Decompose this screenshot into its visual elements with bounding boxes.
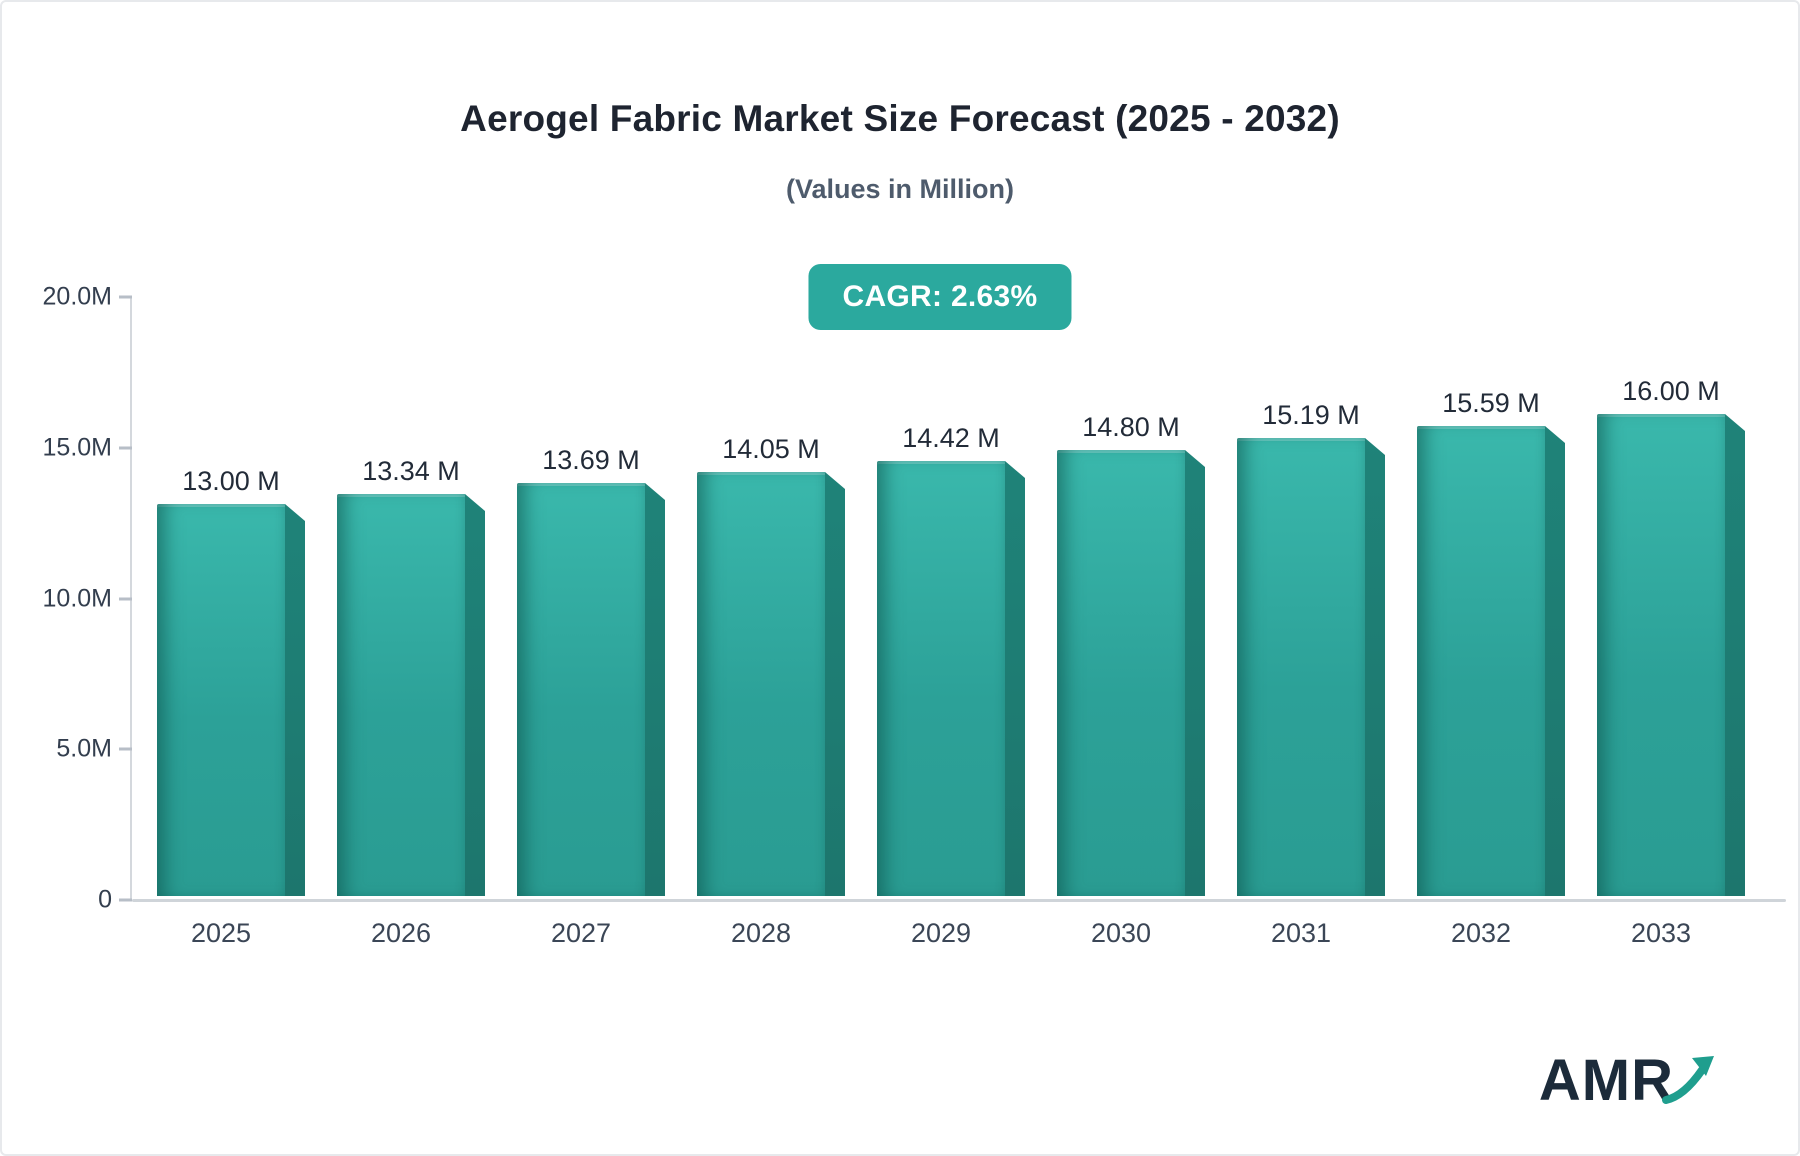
y-tick-label: 5.0M	[56, 734, 112, 763]
x-tick-label: 2032	[1450, 918, 1512, 948]
x-tick-label: 2030	[1090, 918, 1152, 948]
x-tick-label: 2033	[1630, 918, 1692, 948]
cagr-badge: CAGR: 2.63%	[808, 264, 1072, 330]
x-axis-line	[132, 899, 1786, 902]
y-tick-dash	[119, 898, 132, 902]
bar-value-label: 13.00 M	[182, 466, 280, 496]
page-title: Aerogel Fabric Market Size Forecast (202…	[460, 98, 1340, 139]
bar-value-label: 14.05 M	[722, 434, 820, 464]
bar-side-2027	[645, 483, 665, 896]
y-tick-label: 10.0M	[42, 584, 112, 612]
bar-2026	[337, 494, 465, 896]
bar-value-label: 15.19 M	[1262, 400, 1360, 430]
bar-side-2032	[1545, 426, 1565, 896]
y-tick-label: 15.0M	[42, 433, 112, 462]
x-tick-label: 2029	[910, 918, 972, 948]
bar-value-label: 14.42 M	[902, 423, 1000, 453]
y-tick-dash	[119, 295, 132, 299]
amr-logo-text: AMR	[1538, 1048, 1674, 1113]
bar-value-label: 14.80 M	[1082, 412, 1180, 442]
bar-2028	[697, 472, 825, 896]
bar-2033	[1597, 414, 1725, 896]
x-tick-label: 2028	[730, 918, 792, 948]
bar-side-2025	[285, 504, 305, 896]
y-tick-label: 20.0M	[42, 282, 112, 311]
bar-value-label: 13.69 M	[542, 445, 640, 475]
y-tick-dash	[119, 747, 132, 751]
bar-value-label: 15.59 M	[1442, 388, 1540, 418]
bar-value-label: 16.00 M	[1622, 376, 1720, 406]
x-tick-label: 2031	[1270, 918, 1332, 948]
bar-side-2026	[465, 494, 485, 896]
bar-2027	[517, 483, 645, 896]
bar-side-2029	[1005, 461, 1025, 896]
growth-arrow-icon	[1660, 1054, 1718, 1113]
bar-side-2031	[1365, 438, 1385, 896]
page-subtitle: (Values in Million)	[785, 174, 1015, 204]
y-tick-dash	[119, 597, 132, 600]
bar-side-2028	[825, 472, 845, 896]
amr-logo: AMR	[1539, 1047, 1718, 1114]
bar-2025	[157, 504, 285, 896]
x-tick-label: 2027	[550, 918, 612, 948]
y-tick-dash	[119, 446, 132, 450]
x-tick-label: 2026	[370, 918, 432, 948]
bar-side-2033	[1725, 414, 1745, 896]
bar-side-2030	[1185, 450, 1205, 896]
bar-2029	[877, 461, 1005, 896]
bar-2032	[1417, 426, 1545, 896]
x-tick-label: 2025	[190, 918, 252, 948]
bar-value-label: 13.34 M	[362, 456, 460, 486]
y-tick-label: 0	[98, 885, 112, 914]
bar-2030	[1057, 450, 1185, 896]
bar-2031	[1237, 438, 1365, 896]
